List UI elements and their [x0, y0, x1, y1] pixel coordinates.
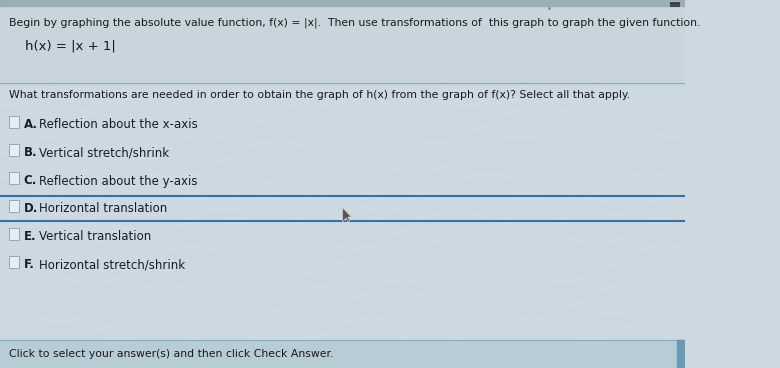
- Polygon shape: [342, 208, 352, 222]
- Text: Reflection about the y-axis: Reflection about the y-axis: [39, 174, 197, 188]
- Bar: [9, 116, 20, 128]
- Text: Horizontal translation: Horizontal translation: [39, 202, 167, 216]
- Text: What transformations are needed in order to obtain the graph of h(x) from the gr: What transformations are needed in order…: [9, 90, 630, 100]
- Bar: [9, 144, 20, 156]
- Text: A.: A.: [23, 118, 37, 131]
- Text: D.: D.: [23, 202, 38, 216]
- Bar: [9, 228, 20, 240]
- Bar: [9, 172, 20, 184]
- Bar: [0, 0, 686, 85]
- Text: B.: B.: [23, 146, 37, 159]
- Text: E.: E.: [23, 230, 37, 244]
- Text: h(x) = |x + 1|: h(x) = |x + 1|: [25, 40, 115, 53]
- Text: Click to select your answer(s) and then click Check Answer.: Click to select your answer(s) and then …: [9, 349, 333, 359]
- Bar: [0, 0, 686, 6]
- Text: Reflection about the x-axis: Reflection about the x-axis: [39, 118, 197, 131]
- Bar: [676, 340, 686, 368]
- Text: Vertical translation: Vertical translation: [39, 230, 151, 244]
- Text: F.: F.: [23, 258, 34, 272]
- Text: Vertical stretch/shrink: Vertical stretch/shrink: [39, 146, 168, 159]
- Text: C.: C.: [23, 174, 37, 188]
- Bar: [9, 256, 20, 268]
- Text: Horizontal stretch/shrink: Horizontal stretch/shrink: [39, 258, 185, 272]
- Bar: [9, 200, 20, 212]
- Bar: [0, 340, 686, 368]
- Text: Begin by graphing the absolute value function, f(x) = |x|.  Then use transformat: Begin by graphing the absolute value fun…: [9, 18, 700, 28]
